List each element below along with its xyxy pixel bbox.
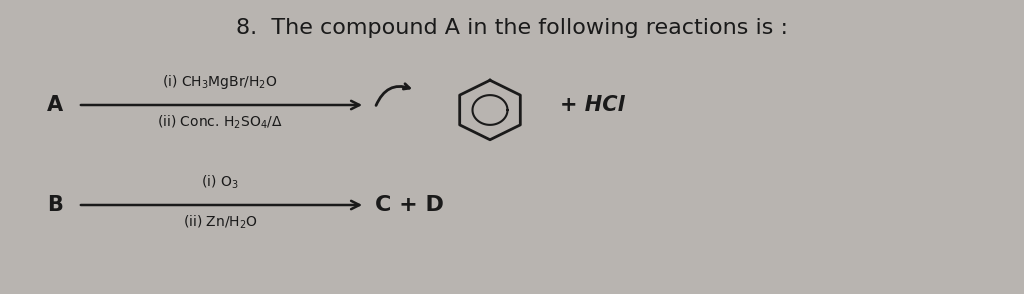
Text: B: B xyxy=(47,195,62,215)
Text: A: A xyxy=(47,95,63,115)
Text: (i) O$_3$: (i) O$_3$ xyxy=(202,173,239,191)
Text: C + D: C + D xyxy=(375,195,443,215)
Text: (ii) Conc. H$_2$SO$_4$/$\Delta$: (ii) Conc. H$_2$SO$_4$/$\Delta$ xyxy=(157,113,283,131)
Text: 8.  The compound A in the following reactions is :: 8. The compound A in the following react… xyxy=(236,18,788,38)
Text: + HCl: + HCl xyxy=(560,95,625,115)
Text: (i) CH$_3$MgBr/H$_2$O: (i) CH$_3$MgBr/H$_2$O xyxy=(162,73,278,91)
Text: (ii) Zn/H$_2$O: (ii) Zn/H$_2$O xyxy=(182,213,257,231)
